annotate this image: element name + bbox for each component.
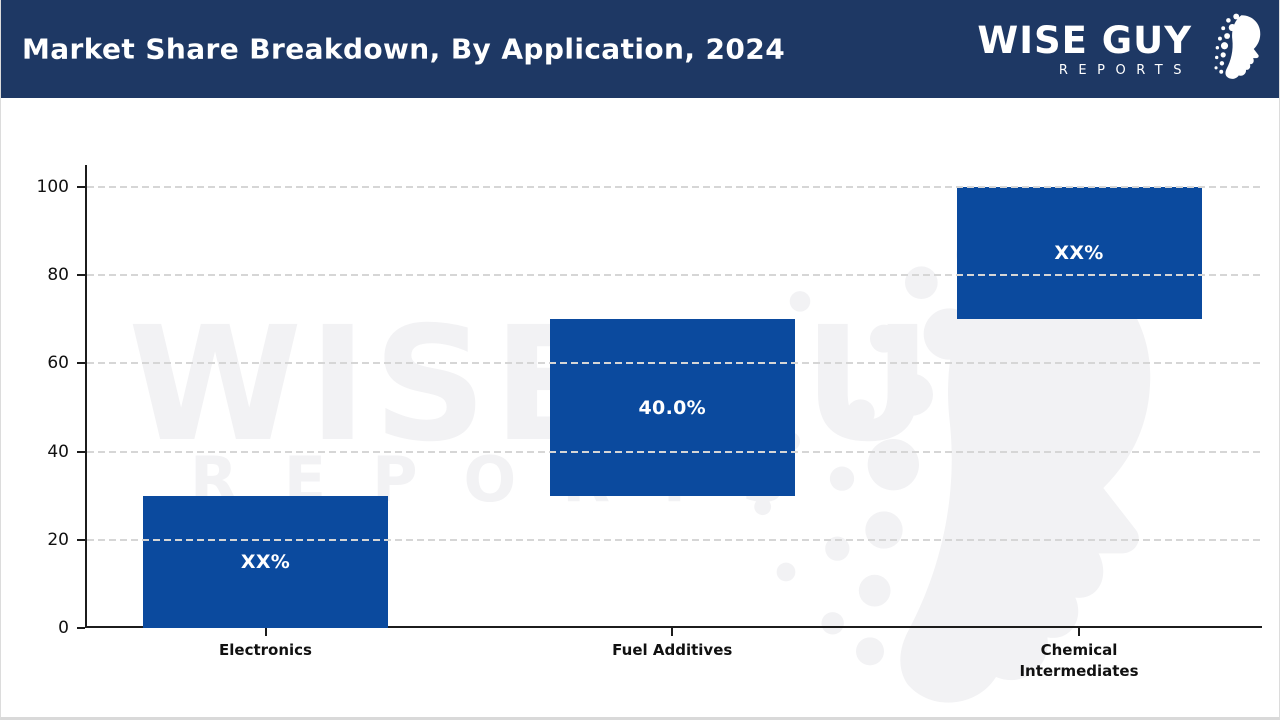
y-axis-label-100: 100	[36, 177, 69, 198]
y-axis-tick-40	[77, 450, 85, 453]
y-axis-tick-60	[77, 362, 85, 365]
x-axis-category-label: Electronics	[219, 641, 312, 659]
x-axis-category-label: Chemical Intermediates	[1019, 641, 1139, 680]
x-axis-tick	[1078, 628, 1080, 636]
gridline-y-80	[87, 274, 1262, 277]
gridline-y-100	[87, 186, 1262, 189]
brand-logo: WISE GUY REPORTS	[977, 8, 1264, 90]
y-axis-label-20: 20	[47, 529, 69, 550]
y-axis-tick-0	[77, 627, 85, 629]
y-axis-label-80: 80	[47, 265, 69, 286]
page-title: Market Share Breakdown, By Application, …	[22, 32, 786, 66]
bar-segment: XX%	[143, 495, 388, 628]
bar-segment: 40.0%	[549, 319, 795, 496]
y-axis-tick-100	[77, 186, 85, 189]
header-bar: Market Share Breakdown, By Application, …	[0, 0, 1280, 98]
gridline-y-60	[87, 362, 1262, 365]
gridline-y-40	[87, 450, 1262, 453]
brand-name: WISE GUY	[977, 18, 1192, 62]
y-axis-label-40: 40	[47, 441, 69, 462]
gridline-y-20	[87, 538, 1262, 541]
y-axis-label-0: 0	[58, 618, 69, 638]
brand-logo-text: WISE GUY REPORTS	[977, 22, 1192, 77]
x-axis-tick	[671, 628, 674, 636]
plot-area: 0 20 40 60 80 100 XX% Electronics 40.0% Fuel Addi…	[37, 165, 1262, 680]
bar-value-label: 40.0%	[638, 396, 706, 419]
bar-segment: XX%	[956, 187, 1202, 320]
x-axis-tick	[264, 628, 267, 636]
brand-head-icon	[1214, 13, 1261, 79]
y-axis-tick-80	[77, 274, 85, 277]
chart-canvas: WISE GUY REPORTS 0 20 40 60 80 100 XX% Electron…	[0, 98, 1280, 720]
bar-value-label: XX%	[1054, 242, 1104, 265]
y-axis-tick-20	[77, 538, 85, 541]
y-axis-label-60: 60	[47, 353, 69, 374]
bar-value-label: XX%	[240, 550, 291, 573]
x-axis-category-label: Fuel Additives	[612, 641, 733, 659]
brand-tagline: REPORTS	[1058, 62, 1192, 78]
